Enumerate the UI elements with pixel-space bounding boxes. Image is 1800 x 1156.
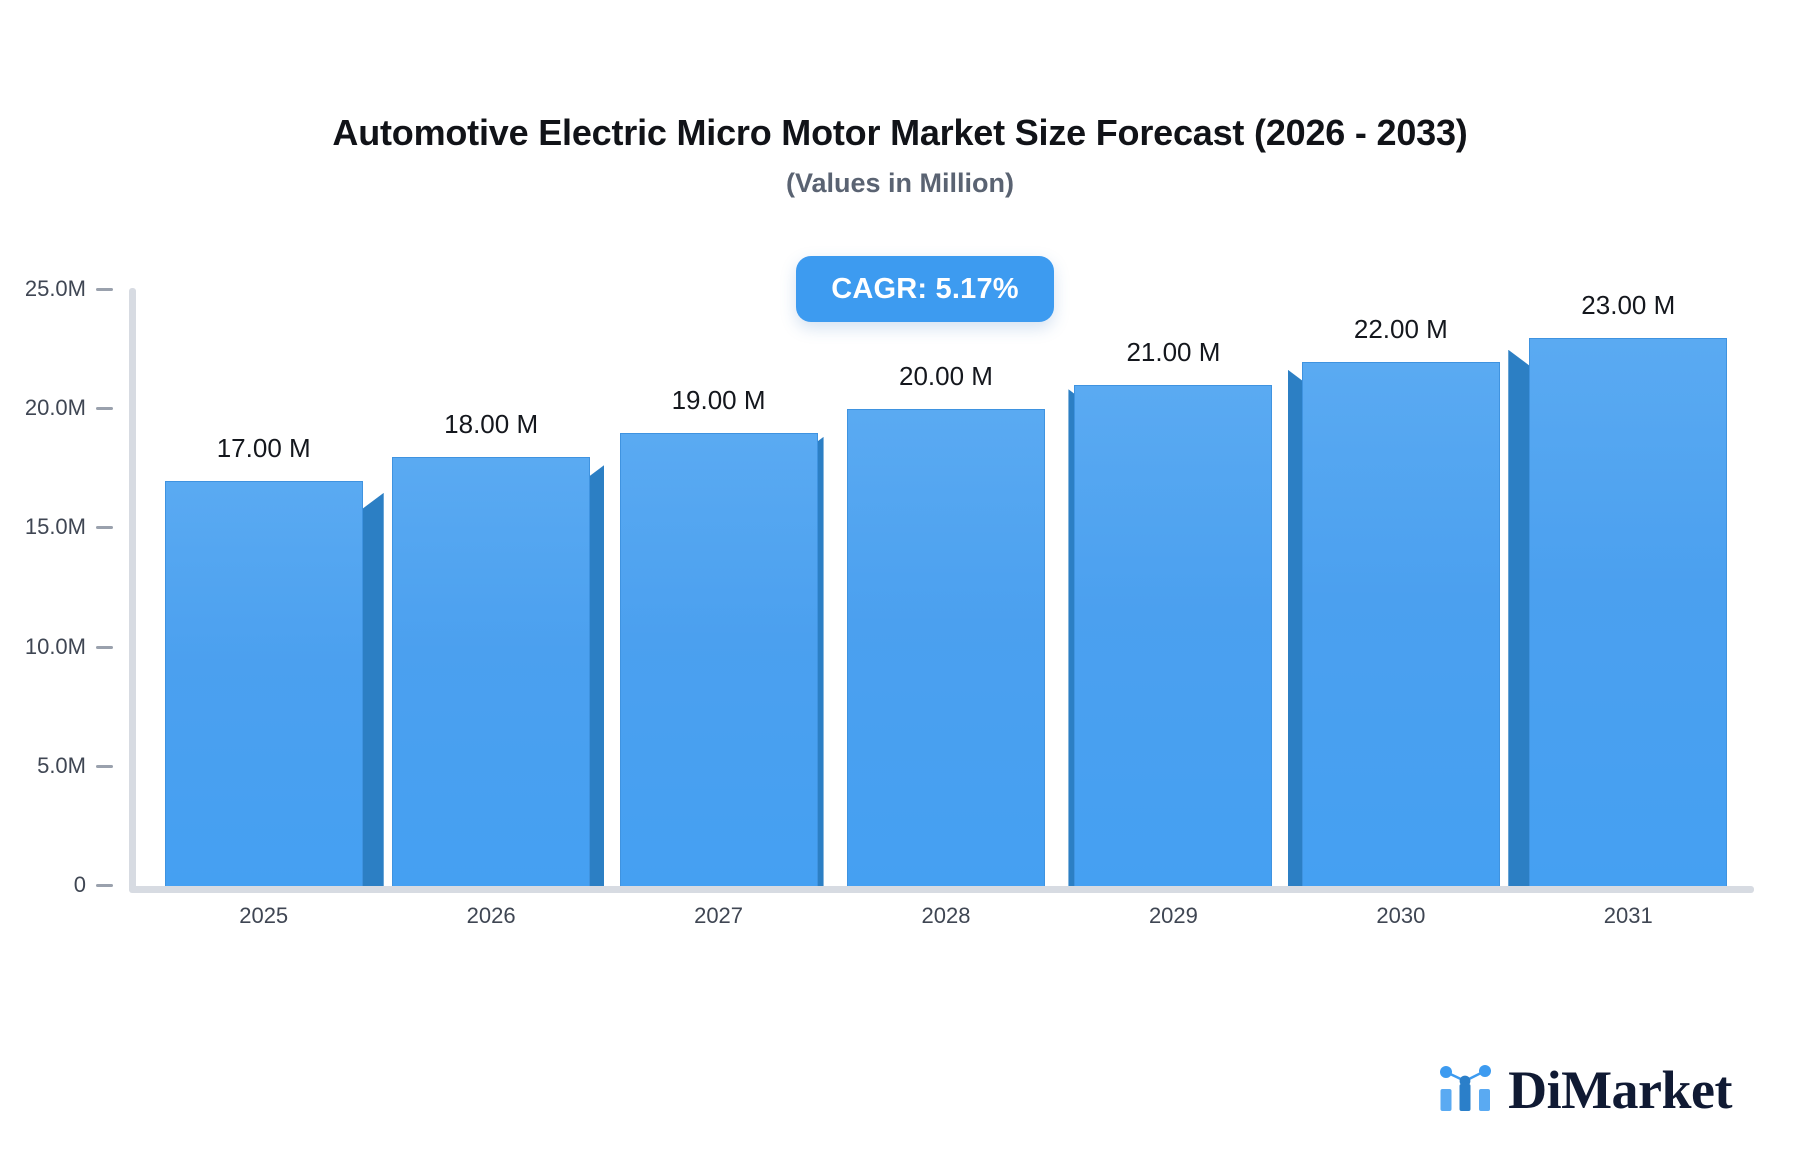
y-axis-tick-label: 20.0M xyxy=(24,395,86,421)
bar-front-face xyxy=(1074,385,1273,886)
bar-side-face xyxy=(361,492,384,886)
bar-2025[interactable] xyxy=(143,480,385,886)
x-axis-tick-label: 2027 xyxy=(694,903,744,928)
bar-2029[interactable] xyxy=(1052,385,1294,886)
y-axis-tick-mark xyxy=(96,407,113,411)
bar-side-face xyxy=(1068,389,1076,886)
bar-front-face xyxy=(164,480,363,886)
y-axis-tick-mark xyxy=(96,526,113,530)
bar-2030[interactable] xyxy=(1280,361,1522,886)
bar-value-label: 23.00 M xyxy=(1581,289,1676,320)
bar-2026[interactable] xyxy=(370,456,612,886)
bar-front-face xyxy=(847,409,1045,886)
x-axis-tick-label: 2030 xyxy=(1376,903,1426,928)
bar-value-label: 18.00 M xyxy=(444,408,539,439)
y-axis-tick-label: 10.0M xyxy=(24,633,86,659)
brand-logo: DiMarket xyxy=(1438,1061,1732,1118)
bar-side-face xyxy=(1287,369,1303,886)
y-axis-tick-label: 0 xyxy=(73,872,86,897)
bar-chart-dots-icon xyxy=(1438,1061,1494,1118)
bar-2028[interactable] xyxy=(825,409,1067,886)
bar-2031[interactable] xyxy=(1507,337,1749,886)
bar-side-face xyxy=(1508,349,1531,886)
bar-value-label: 17.00 M xyxy=(216,432,311,463)
y-axis-line xyxy=(129,288,136,892)
bar-front-face xyxy=(392,456,591,886)
bar-value-label: 21.00 M xyxy=(1126,337,1221,368)
x-axis-tick-label: 2026 xyxy=(466,903,516,928)
x-axis-tick-label: 2025 xyxy=(239,903,289,928)
bar-value-label: 20.00 M xyxy=(899,361,993,392)
bar-side-face xyxy=(816,436,824,886)
cagr-badge: CAGR: 5.17% xyxy=(796,256,1054,322)
y-axis-tick-mark xyxy=(96,288,113,291)
y-axis-tick-mark xyxy=(96,764,113,768)
page-title: Automotive Electric Micro Motor Market S… xyxy=(332,112,1468,153)
y-axis-tick-label: 25.0M xyxy=(24,276,86,301)
y-axis-tick-label: 5.0M xyxy=(37,752,86,778)
brand-name: DiMarket xyxy=(1508,1059,1732,1120)
bar-2027[interactable] xyxy=(598,433,840,886)
x-axis-tick-label: 2028 xyxy=(921,903,971,928)
bar-side-face xyxy=(589,465,605,886)
x-axis-tick-label: 2031 xyxy=(1603,903,1653,928)
x-axis-line xyxy=(129,886,1754,893)
y-axis-tick-label: 15.0M xyxy=(24,514,86,540)
bar-value-label: 19.00 M xyxy=(671,385,766,416)
chart-subtitle: (Values in Million) xyxy=(785,168,1015,198)
x-axis-tick-label: 2029 xyxy=(1148,903,1198,928)
y-axis-tick-mark xyxy=(96,884,113,887)
y-axis-tick-mark xyxy=(96,645,113,649)
bar-value-label: 22.00 M xyxy=(1353,313,1448,344)
bar-front-face xyxy=(1301,361,1500,886)
cagr-badge-label: CAGR: 5.17% xyxy=(831,272,1019,305)
bar-front-face xyxy=(619,433,818,886)
bar-front-face xyxy=(1529,337,1728,886)
